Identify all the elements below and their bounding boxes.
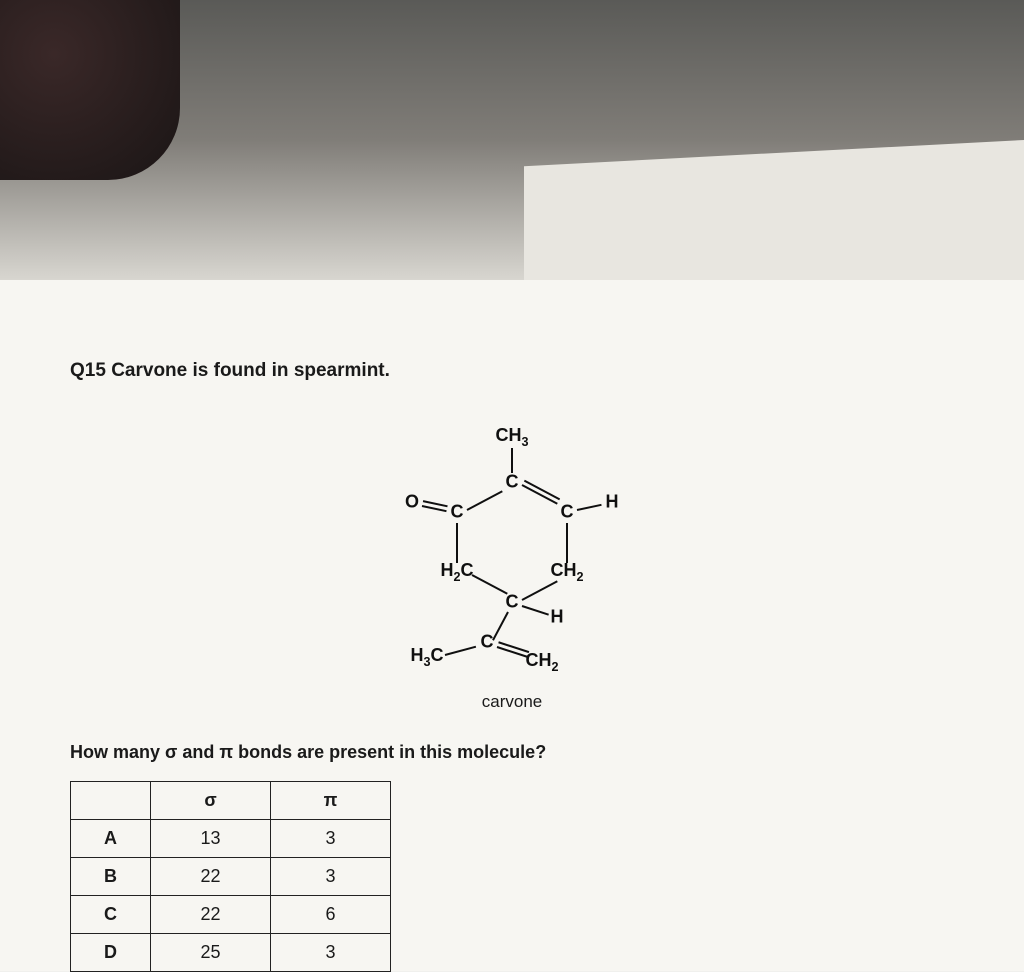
row-label: D: [71, 934, 151, 972]
bond-c-ch3: [511, 448, 513, 473]
sigma-value: 13: [151, 820, 271, 858]
worksheet-paper: Q15 Carvone is found in spearmint. C CH3…: [0, 280, 1024, 971]
bond-top-right: [522, 484, 558, 505]
sigma-value: 22: [151, 858, 271, 896]
atom-o: O: [405, 492, 419, 513]
table-row: A 13 3: [71, 820, 391, 858]
pi-value: 6: [271, 896, 391, 934]
atom-c-iso: C: [481, 632, 494, 653]
atom-c-left: C: [451, 502, 464, 523]
question-title: Q15 Carvone is found in spearmint.: [70, 360, 954, 382]
atom-c-right: C: [561, 502, 574, 523]
question-subtext: How many σ and π bonds are present in th…: [70, 742, 954, 763]
answer-table: σ π A 13 3 B 22 3 C 22 6 D 25: [70, 781, 391, 972]
table-header-row: σ π: [71, 782, 391, 820]
bond-bottom-iso: [492, 612, 509, 641]
atom-h-bottom: H: [551, 607, 564, 628]
table-row: D 25 3: [71, 934, 391, 972]
th-blank: [71, 782, 151, 820]
row-label: C: [71, 896, 151, 934]
carvone-structure: C CH3 C H C O CH2 H2C C: [372, 402, 652, 682]
atom-c-top: C: [506, 472, 519, 493]
table-row: B 22 3: [71, 858, 391, 896]
atom-h3c: H3C: [410, 645, 443, 669]
pi-value: 3: [271, 934, 391, 972]
bond-c-o: [422, 505, 447, 512]
atom-ch2-term: CH2: [525, 650, 558, 674]
molecule-diagram-wrap: C CH3 C H C O CH2 H2C C: [70, 402, 954, 742]
pi-value: 3: [271, 858, 391, 896]
atom-c-bottom: C: [506, 592, 519, 613]
row-label: A: [71, 820, 151, 858]
photo-background: [0, 0, 1024, 280]
molecule-caption: carvone: [482, 692, 542, 712]
bond-left-down: [456, 523, 458, 563]
sigma-value: 22: [151, 896, 271, 934]
bond-top-left: [467, 490, 503, 511]
bond-c-h-right: [577, 504, 602, 511]
bond-right-down: [566, 523, 568, 563]
atom-h-right: H: [606, 492, 619, 513]
th-sigma: σ: [151, 782, 271, 820]
bond-bl: [472, 574, 508, 595]
bond-bottom-h: [522, 605, 549, 616]
atom-ch3-top: CH3: [495, 425, 528, 449]
sigma-value: 25: [151, 934, 271, 972]
pi-value: 3: [271, 820, 391, 858]
bond-br: [522, 580, 558, 601]
table-row: C 22 6: [71, 896, 391, 934]
th-pi: π: [271, 782, 391, 820]
bond-iso-h3c: [445, 646, 476, 656]
atom-ch2-left: H2C: [440, 560, 473, 584]
row-label: B: [71, 858, 151, 896]
bond-iso-ch2: [497, 646, 528, 658]
